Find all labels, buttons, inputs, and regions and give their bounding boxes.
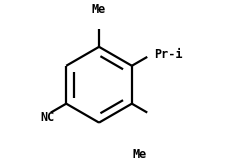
Text: Me: Me [91, 3, 105, 16]
Text: NC: NC [40, 112, 55, 124]
Text: Pr-i: Pr-i [154, 48, 183, 61]
Text: Me: Me [133, 148, 147, 161]
